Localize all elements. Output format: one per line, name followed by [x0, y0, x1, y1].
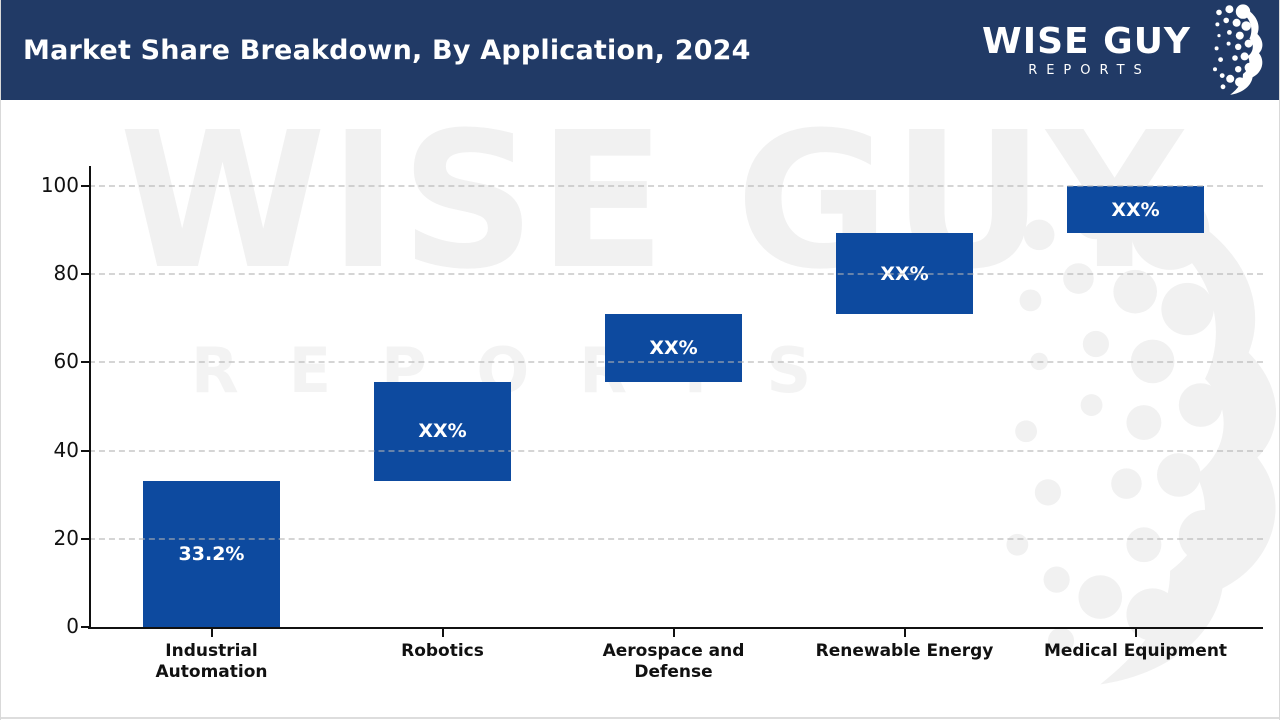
- y-axis-tick-mark: [81, 626, 89, 628]
- y-axis-tick-label: 20: [53, 525, 79, 550]
- page-bottom-divider: [1, 717, 1279, 719]
- y-axis-tick-label: 100: [40, 173, 79, 197]
- y-axis-tick-label: 60: [53, 349, 79, 374]
- gridline-100: [89, 185, 1263, 187]
- header-bar: Market Share Breakdown, By Application, …: [1, 0, 1279, 100]
- bar-value-label: 33.2%: [178, 542, 245, 565]
- x-axis-category-label: Aerospace and Defense: [602, 641, 745, 683]
- gridline-20: [89, 537, 1263, 540]
- bar-value-label: XX%: [1111, 198, 1160, 221]
- dotted-head-icon: [1213, 4, 1263, 95]
- y-axis-tick-mark: [81, 273, 89, 276]
- x-axis-category-label: Industrial Automation: [155, 641, 268, 683]
- x-axis-category-label: Robotics: [401, 641, 484, 661]
- gridline-80: [89, 273, 1263, 276]
- x-axis-tick-mark: [672, 629, 675, 637]
- bar-value-label: XX%: [649, 337, 698, 360]
- y-axis-line: [89, 166, 91, 629]
- watermark-text: WISE GUY: [119, 92, 1185, 311]
- x-axis-tick-mark: [1134, 629, 1137, 637]
- brand-wordmark: WISE GUY: [981, 20, 1191, 62]
- bar-robotics[interactable]: XX%: [374, 382, 511, 481]
- y-axis-tick-mark: [81, 361, 89, 364]
- y-axis-tick-label: 0: [66, 614, 79, 638]
- bar-aerospace-and-defense[interactable]: XX%: [605, 313, 742, 383]
- watermark-text-reports: REPORTS: [191, 334, 862, 407]
- x-axis-category-label: Renewable Energy: [815, 641, 994, 661]
- y-axis-tick-mark: [81, 537, 89, 540]
- bar-medical-equipment[interactable]: XX%: [1067, 186, 1204, 234]
- x-axis-tick-mark: [903, 629, 906, 637]
- bar-value-label: XX%: [418, 420, 467, 443]
- y-axis-tick-label: 40: [53, 437, 79, 462]
- bar-industrial-automation[interactable]: 33.2%: [143, 480, 280, 627]
- x-axis-tick-mark: [441, 629, 444, 637]
- x-axis-line: [88, 627, 1263, 629]
- brand-subtitle: REPORTS: [1028, 62, 1151, 78]
- waterfall-chart: WISE GUY REPORTS 0 20 40 60 80 100 33.2% Indust…: [1, 92, 1279, 718]
- y-axis-tick-mark: [81, 185, 89, 187]
- page-title: Market Share Breakdown, By Application, …: [23, 34, 751, 66]
- x-axis-category-label: Medical Equipment: [1043, 641, 1228, 661]
- brand-logo: WISE GUY REPORTS: [982, 0, 1269, 100]
- gridline-60: [89, 361, 1263, 364]
- x-axis-tick-mark: [210, 629, 213, 637]
- y-axis-tick-label: 80: [53, 261, 79, 286]
- y-axis-tick-mark: [81, 449, 89, 452]
- gridline-40: [89, 449, 1263, 452]
